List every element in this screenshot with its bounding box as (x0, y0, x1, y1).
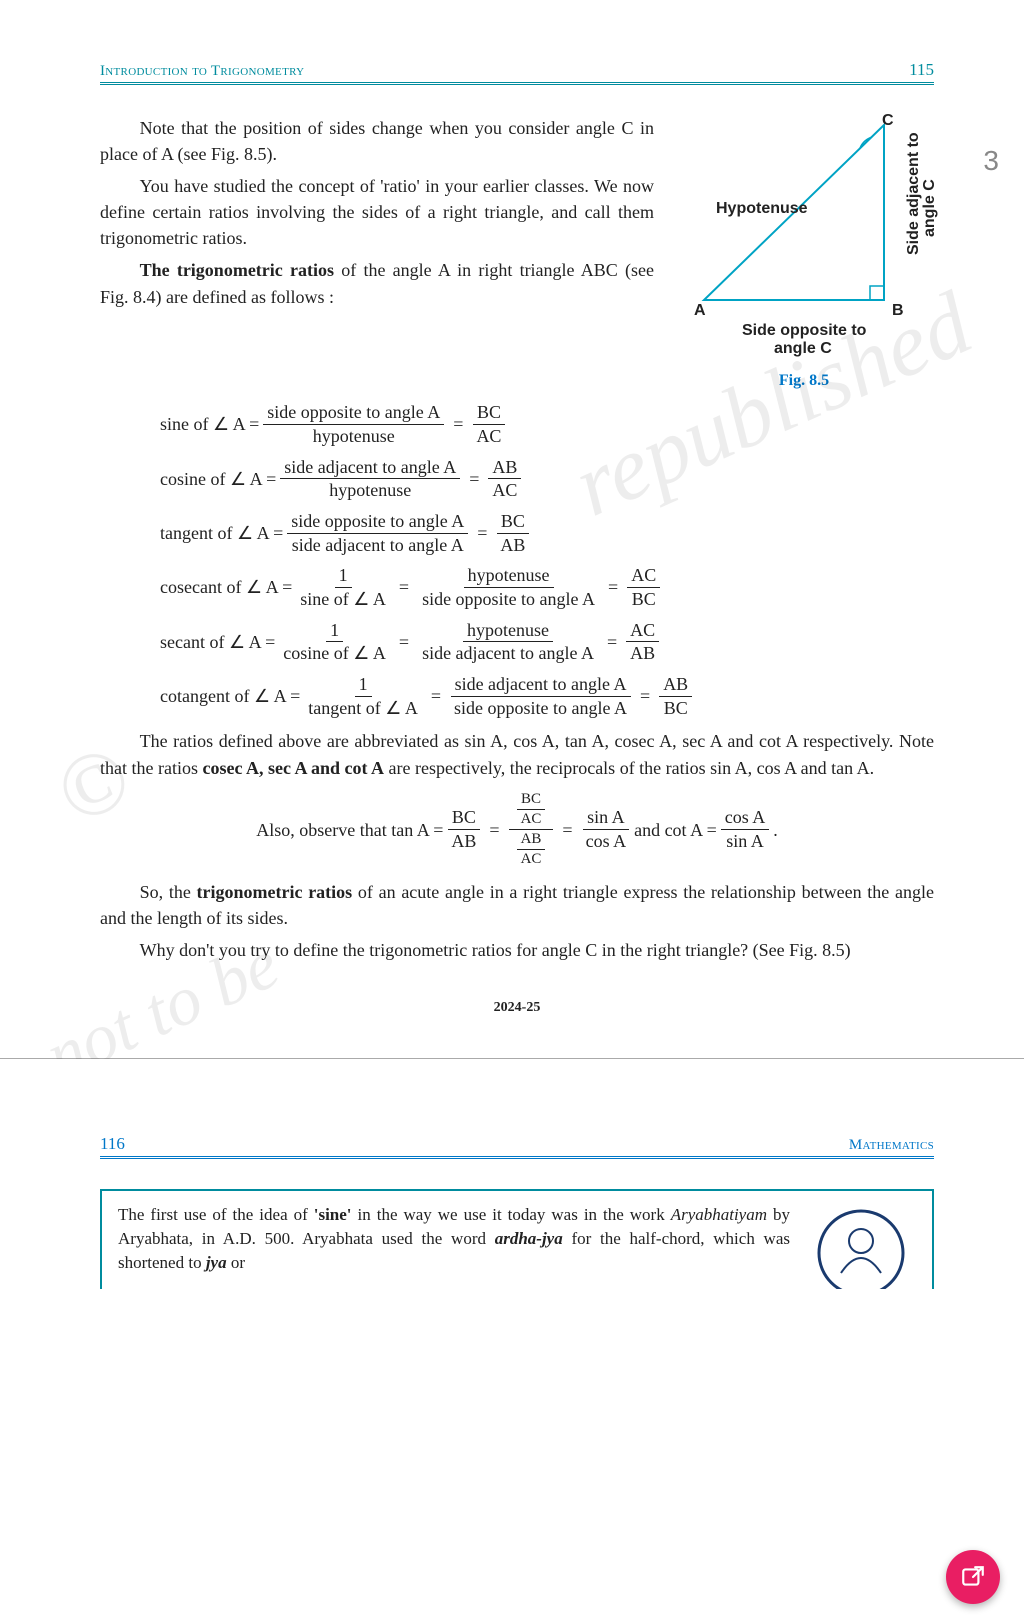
history-box: The first use of the idea of 'sine' in t… (100, 1189, 934, 1289)
figure-caption: Fig. 8.5 (674, 369, 934, 392)
page-content: Note that the position of sides change w… (100, 115, 934, 1018)
chapter-title: Introduction to Trigonometry (100, 63, 304, 80)
bold-text: The trigonometric ratios (140, 260, 334, 280)
page-115: 3 Introduction to Trigonometry 115 Note … (0, 0, 1024, 1058)
bold-text: trigonometric ratios (197, 882, 353, 902)
eq-secant: secant of ∠ A = 1cosine of ∠ A = hypoten… (160, 620, 934, 664)
eq-also-observe: Also, observe that tan A = BCAB = BCAC A… (100, 791, 934, 869)
aryabhata-portrait (806, 1203, 916, 1289)
eq-sine: sine of ∠ A = side opposite to angle Ahy… (160, 402, 934, 446)
share-fab-button[interactable] (946, 1550, 1000, 1604)
eq-cosecant: cosecant of ∠ A = 1sine of ∠ A = hypoten… (160, 565, 934, 609)
paragraph: So, the trigonometric ratios of an acute… (100, 879, 934, 931)
eq-cosine: cosine of ∠ A = side adjacent to angle A… (160, 457, 934, 501)
page-number: 116 (100, 1134, 125, 1154)
paragraph: You have studied the concept of 'ratio' … (100, 173, 654, 251)
box-text: The first use of the idea of 'sine' in t… (118, 1203, 790, 1289)
footer-year: 2024-25 (100, 998, 934, 1018)
page-header: 116 Mathematics (100, 1134, 934, 1159)
eq-cotangent: cotangent of ∠ A = 1tangent of ∠ A = sid… (160, 674, 934, 718)
paragraph: Note that the position of sides change w… (100, 115, 654, 167)
eq-tangent: tangent of ∠ A = side opposite to angle … (160, 511, 934, 555)
page-header: Introduction to Trigonometry 115 (100, 60, 934, 85)
paragraph: The trigonometric ratios of the angle A … (100, 257, 654, 309)
paragraph: Why don't you try to define the trigonom… (100, 937, 934, 963)
share-icon (960, 1564, 986, 1590)
figure-8-5: A B C Hypotenuse Side adjacent to angle … (674, 115, 934, 392)
page-number: 115 (909, 60, 934, 80)
paragraph: The ratios defined above are abbreviated… (100, 728, 934, 780)
bold-text: cosec A, sec A and cot A (202, 758, 384, 778)
page-116: 116 Mathematics The first use of the ide… (0, 1059, 1024, 1289)
scan-page-marker: 3 (983, 145, 999, 177)
chapter-title: Mathematics (849, 1137, 934, 1154)
